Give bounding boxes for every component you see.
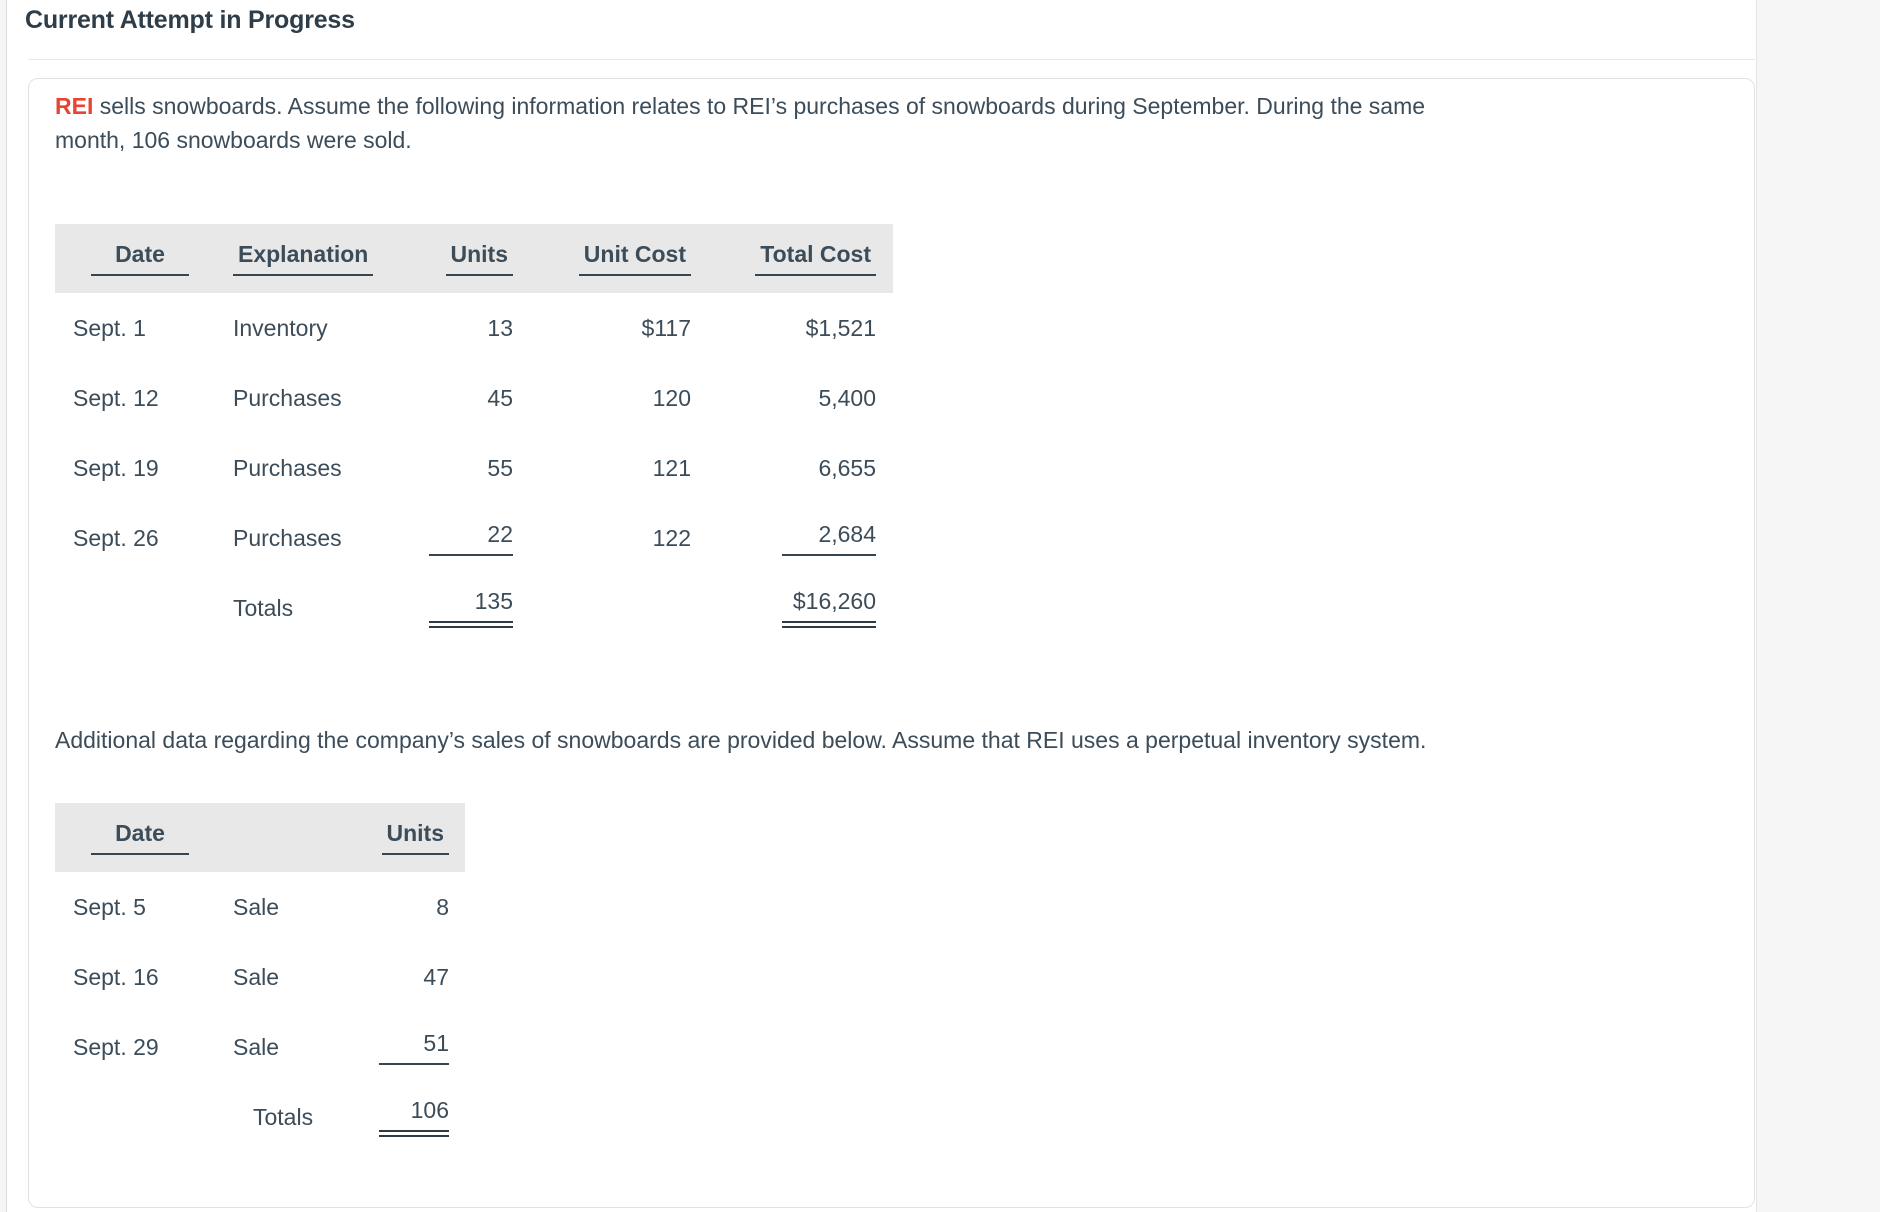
cell-unit-cost: 122	[652, 524, 691, 551]
cell-unit-cost: 121	[652, 454, 691, 481]
cell-empty	[55, 573, 225, 643]
left-edge-gutter	[0, 0, 7, 1212]
cell-empty	[513, 573, 691, 643]
purchases-header-total-cost: Total Cost	[691, 224, 893, 293]
cell-explanation: Inventory	[233, 314, 328, 341]
cell-date: Sept. 19	[73, 454, 159, 481]
cell-units: 47	[423, 963, 449, 990]
purchases-header-row: Date Explanation Units Unit Cost Total C…	[55, 224, 893, 293]
purchases-header-date: Date	[55, 224, 225, 293]
cell-units-total: 135	[403, 573, 513, 643]
purchases-row: Sept. 1 Inventory 13 $117 $1,521	[55, 293, 893, 363]
cell-sale-type: Sale	[233, 1033, 280, 1060]
sales-header-spacer	[225, 803, 345, 872]
cell-units: 8	[436, 893, 449, 920]
company-name: REI	[55, 93, 94, 119]
totals-label: Totals	[233, 594, 294, 621]
units-total-double-underline: 135	[429, 588, 513, 628]
sales-header-row: Date Units	[55, 803, 465, 872]
intro-line-1-text: sells snowboards. Assume the following i…	[93, 93, 1426, 119]
cell-unit-cost: $117	[641, 314, 691, 341]
cell-date: Sept. 1	[73, 314, 146, 341]
cell-total-cost: $1,521	[805, 314, 876, 341]
purchases-row: Sept. 19 Purchases 55 121 6,655	[55, 433, 893, 503]
right-background-panel	[1756, 0, 1880, 1212]
purchases-totals-row: Totals 135 $16,260	[55, 573, 893, 643]
cell-units: 13	[487, 314, 513, 341]
cell-units: 51	[345, 1012, 465, 1082]
purchases-header-explanation: Explanation	[225, 224, 403, 293]
cell-unit-cost: 120	[652, 384, 691, 411]
sales-header-units: Units	[345, 803, 465, 872]
sales-row: Sept. 5 Sale 8	[55, 872, 465, 942]
problem-intro: REI sells snowboards. Assume the followi…	[55, 89, 1745, 157]
sales-table: Date Units Sept. 5 Sale 8 Sept. 16 Sale …	[55, 803, 465, 1152]
cell-explanation: Purchases	[233, 524, 342, 551]
cell-date: Sept. 29	[73, 1033, 159, 1060]
page-title: Current Attempt in Progress	[25, 6, 355, 34]
purchases-header-units: Units	[403, 224, 513, 293]
intro-line-2: month, 106 snowboards were sold.	[55, 127, 412, 153]
cell-date: Sept. 26	[73, 524, 159, 551]
purchases-table: Date Explanation Units Unit Cost Total C…	[55, 224, 893, 643]
cell-total-cost-total: $16,260	[691, 573, 893, 643]
cell-date: Sept. 5	[73, 893, 146, 920]
totals-label: Totals	[253, 1103, 314, 1130]
cell-total-cost: 2,684	[691, 503, 893, 573]
sales-note-text: Additional data regarding the company’s …	[55, 727, 1427, 753]
sales-header-date: Date	[55, 803, 225, 872]
problem-card: REI sells snowboards. Assume the followi…	[28, 78, 1755, 1208]
header-divider	[28, 59, 1755, 60]
cell-units: 55	[487, 454, 513, 481]
sales-totals-row: Totals 106	[55, 1082, 465, 1152]
sales-row: Sept. 29 Sale 51	[55, 1012, 465, 1082]
purchases-header-unit-cost: Unit Cost	[513, 224, 691, 293]
cell-date: Sept. 12	[73, 384, 159, 411]
cell-empty	[55, 1082, 225, 1152]
total-subtotal-underline: 2,684	[782, 521, 876, 556]
cell-explanation: Purchases	[233, 454, 342, 481]
cell-date: Sept. 16	[73, 963, 159, 990]
cell-units: 22	[403, 503, 513, 573]
cell-units: 45	[487, 384, 513, 411]
units-subtotal-underline: 51	[379, 1030, 449, 1065]
cell-total-cost: 6,655	[818, 454, 876, 481]
cell-explanation: Purchases	[233, 384, 342, 411]
units-subtotal-underline: 22	[429, 521, 513, 556]
cell-sale-type: Sale	[233, 963, 280, 990]
sales-note: Additional data regarding the company’s …	[55, 723, 1745, 757]
units-total-double-underline: 106	[379, 1097, 449, 1137]
purchases-row: Sept. 12 Purchases 45 120 5,400	[55, 363, 893, 433]
cell-sale-type: Sale	[233, 893, 280, 920]
cell-units-total: 106	[345, 1082, 465, 1152]
intro-line-1: REI sells snowboards. Assume the followi…	[55, 89, 1745, 123]
cost-total-double-underline: $16,260	[782, 588, 876, 628]
cell-total-cost: 5,400	[818, 384, 876, 411]
sales-row: Sept. 16 Sale 47	[55, 942, 465, 1012]
purchases-row: Sept. 26 Purchases 22 122 2,684	[55, 503, 893, 573]
